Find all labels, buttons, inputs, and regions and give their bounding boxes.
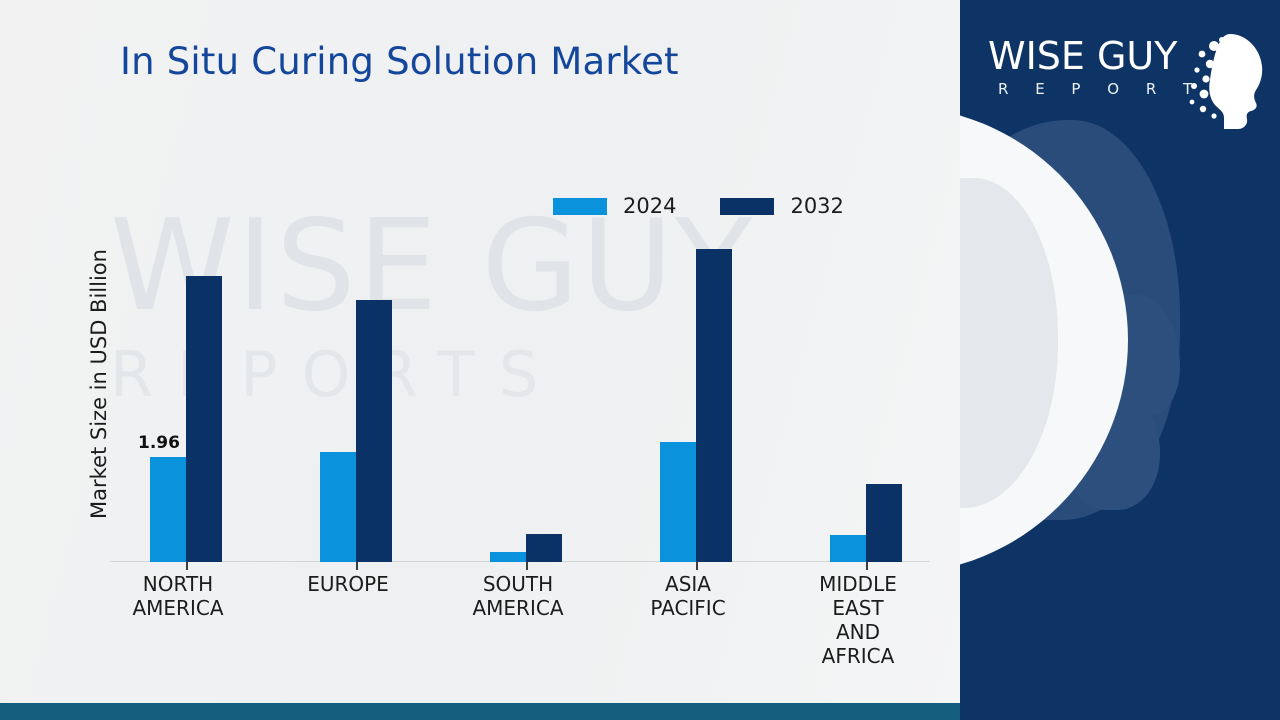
- x-axis-tick: [526, 562, 528, 570]
- bar-value-label: 1.96: [138, 433, 180, 454]
- chart-title: In Situ Curing Solution Market: [120, 40, 679, 83]
- bar-2032-south-america[interactable]: [526, 533, 562, 562]
- bar-2032-middle-east-and-africa[interactable]: [866, 484, 902, 562]
- bar-2024-south-america[interactable]: [490, 552, 526, 562]
- x-axis-label-line: AMERICA: [472, 596, 564, 620]
- x-axis-tick: [866, 562, 868, 570]
- watermark-head-dots-group: [960, 150, 1088, 540]
- logo-head-profile-dots-icon: [1184, 32, 1268, 132]
- legend-item-2024[interactable]: 2024: [553, 194, 676, 218]
- legend-label-2032: 2032: [790, 194, 844, 218]
- logo-wordmark-primary: WISE GUY: [988, 34, 1178, 78]
- y-axis-label: Market Size in USD Billion: [87, 249, 111, 519]
- x-axis-label-north-america: NORTH AMERICA: [98, 572, 258, 620]
- watermark-head-shape: [960, 178, 1058, 508]
- legend-item-2032[interactable]: 2032: [720, 194, 844, 218]
- head-profile-dots-svg: [1189, 34, 1263, 129]
- x-axis-label-line: NORTH: [142, 572, 214, 596]
- x-axis-label-line: SOUTH: [482, 572, 554, 596]
- bar-2032-europe[interactable]: [356, 299, 392, 562]
- x-axis-label-line: ASIA: [665, 572, 711, 596]
- branding-panel: WISE GUY R E P O R T S: [960, 0, 1280, 720]
- x-axis-tick: [356, 562, 358, 570]
- x-axis-label-europe: EUROPE: [268, 572, 428, 596]
- bar-2032-north-america[interactable]: [186, 275, 222, 562]
- x-axis-label-line: MIDDLE: [819, 572, 897, 596]
- x-axis-label-south-america: SOUTH AMERICA: [438, 572, 598, 620]
- x-axis-label-middle-east-and-africa: MIDDLE EAST AND AFRICA: [778, 572, 938, 668]
- bar-2032-asia-pacific[interactable]: [696, 248, 732, 562]
- plot-area: 1.96 NORTH AMERICA EUROPE SOUTH AMERICA ASIA PA…: [110, 230, 930, 668]
- x-axis-label-line: AMERICA: [132, 596, 224, 620]
- chart-panel: WISE GUY REPORTS In Situ Curing Solution…: [0, 0, 960, 720]
- x-axis-tick: [186, 562, 188, 570]
- bar-2024-europe[interactable]: [320, 452, 356, 562]
- wiseguy-logo[interactable]: WISE GUY R E P O R T S: [988, 34, 1263, 129]
- bar-2024-asia-pacific[interactable]: [660, 441, 696, 562]
- x-axis-tick: [696, 562, 698, 570]
- bar-2024-north-america[interactable]: [150, 457, 186, 562]
- bar-2024-middle-east-and-africa[interactable]: [830, 535, 866, 562]
- x-axis-label-line: AND: [835, 620, 881, 644]
- x-axis-label-line: EAST: [832, 596, 884, 620]
- x-axis-label-line: AFRICA: [821, 644, 895, 668]
- x-axis-label-line: PACIFIC: [650, 596, 726, 620]
- bottom-accent-strip: [0, 703, 960, 720]
- legend-label-2024: 2024: [623, 194, 677, 218]
- logo-wordmark-secondary: R E P O R T S: [998, 80, 1240, 98]
- legend-swatch-2024: [553, 197, 607, 215]
- x-axis-label-line: EUROPE: [307, 572, 389, 596]
- x-axis-label-asia-pacific: ASIA PACIFIC: [608, 572, 768, 620]
- chart-legend: 2024 2032: [553, 194, 844, 218]
- legend-swatch-2032: [720, 197, 775, 215]
